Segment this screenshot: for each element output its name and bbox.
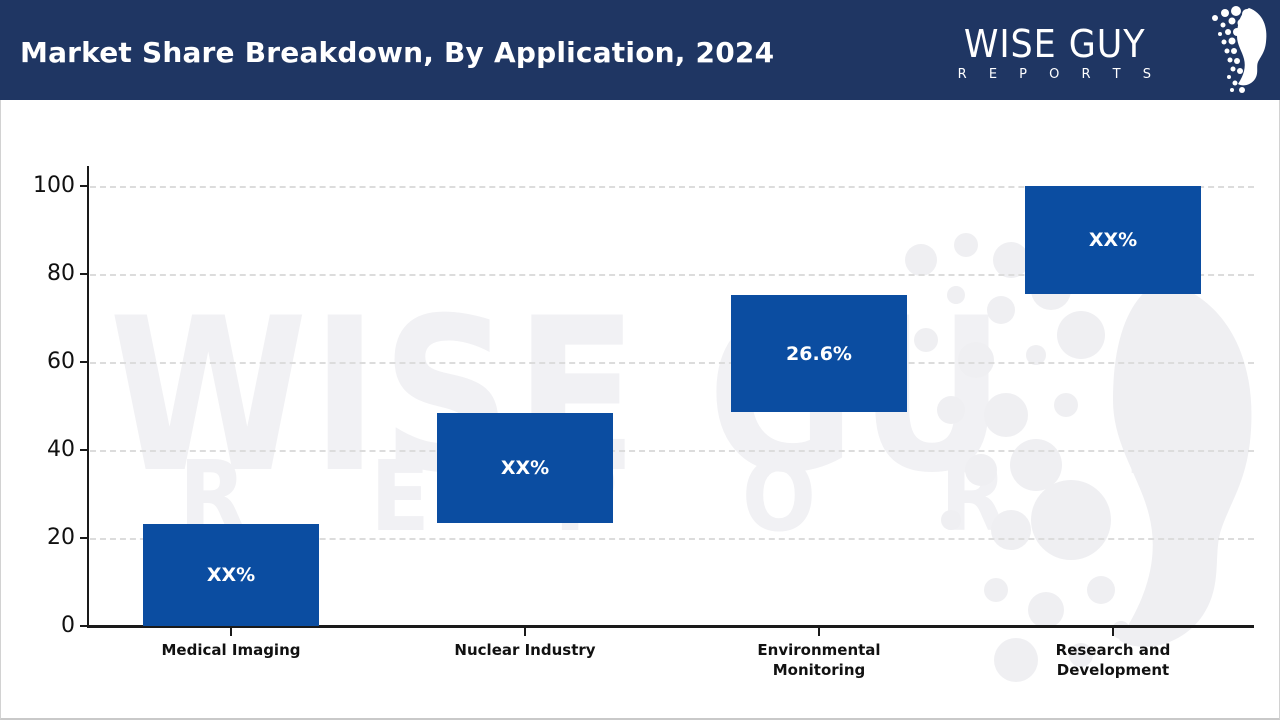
x-category-label: Medical Imaging bbox=[161, 641, 301, 659]
y-tick-label-20: 20 bbox=[47, 525, 75, 550]
header-bar: Market Share Breakdown, By Application, … bbox=[0, 0, 1280, 100]
bar-value-label: 26.6% bbox=[786, 342, 852, 365]
x-category-label: Environmental Monitoring bbox=[757, 641, 881, 679]
y-tick-label-80: 80 bbox=[47, 261, 75, 286]
x-tick-0 bbox=[230, 628, 232, 636]
y-tick-label-100: 100 bbox=[33, 173, 75, 198]
y-tick-80 bbox=[80, 273, 88, 275]
bar-1: XX% bbox=[437, 413, 613, 523]
y-tick-label-40: 40 bbox=[47, 437, 75, 462]
x-tick-3 bbox=[1112, 628, 1114, 636]
y-tick-20 bbox=[80, 537, 88, 539]
x-category-label: Research and Development bbox=[1055, 641, 1171, 679]
y-tick-0 bbox=[80, 625, 88, 627]
bar-3: XX% bbox=[1025, 186, 1201, 294]
gridline-40 bbox=[90, 450, 1254, 452]
y-tick-40 bbox=[80, 449, 88, 451]
x-tick-2 bbox=[818, 628, 820, 636]
y-tick-label-0: 0 bbox=[61, 613, 75, 638]
brand-name: WISE GUY bbox=[963, 22, 1146, 66]
bar-2: 26.6% bbox=[731, 295, 907, 412]
x-category-label: Nuclear Industry bbox=[454, 641, 596, 659]
brand-subtitle: R E P O R T S bbox=[957, 67, 1160, 82]
x-tick-1 bbox=[524, 628, 526, 636]
gridline-100 bbox=[90, 186, 1254, 188]
y-axis bbox=[87, 166, 89, 628]
x-axis bbox=[87, 625, 1254, 628]
gridline-80 bbox=[90, 274, 1254, 276]
gridline-20 bbox=[90, 538, 1254, 540]
bar-value-label: XX% bbox=[1088, 229, 1138, 251]
bar-value-label: XX% bbox=[500, 457, 550, 479]
y-tick-60 bbox=[80, 361, 88, 363]
brand-logo: WISE GUY R E P O R T S bbox=[949, 22, 1160, 82]
gridline-60 bbox=[90, 362, 1254, 364]
brand-face-icon bbox=[1212, 6, 1267, 93]
y-tick-100 bbox=[80, 185, 88, 187]
bar-0: XX% bbox=[143, 524, 319, 626]
y-tick-label-60: 60 bbox=[47, 349, 75, 374]
watermark-subtext: R E P O R T S bbox=[179, 440, 1280, 553]
chart-title: Market Share Breakdown, By Application, … bbox=[20, 36, 775, 69]
chart-canvas: WISE GU R E P O R T S 020406080100XX%Med… bbox=[0, 100, 1280, 720]
bar-value-label: XX% bbox=[206, 564, 256, 586]
